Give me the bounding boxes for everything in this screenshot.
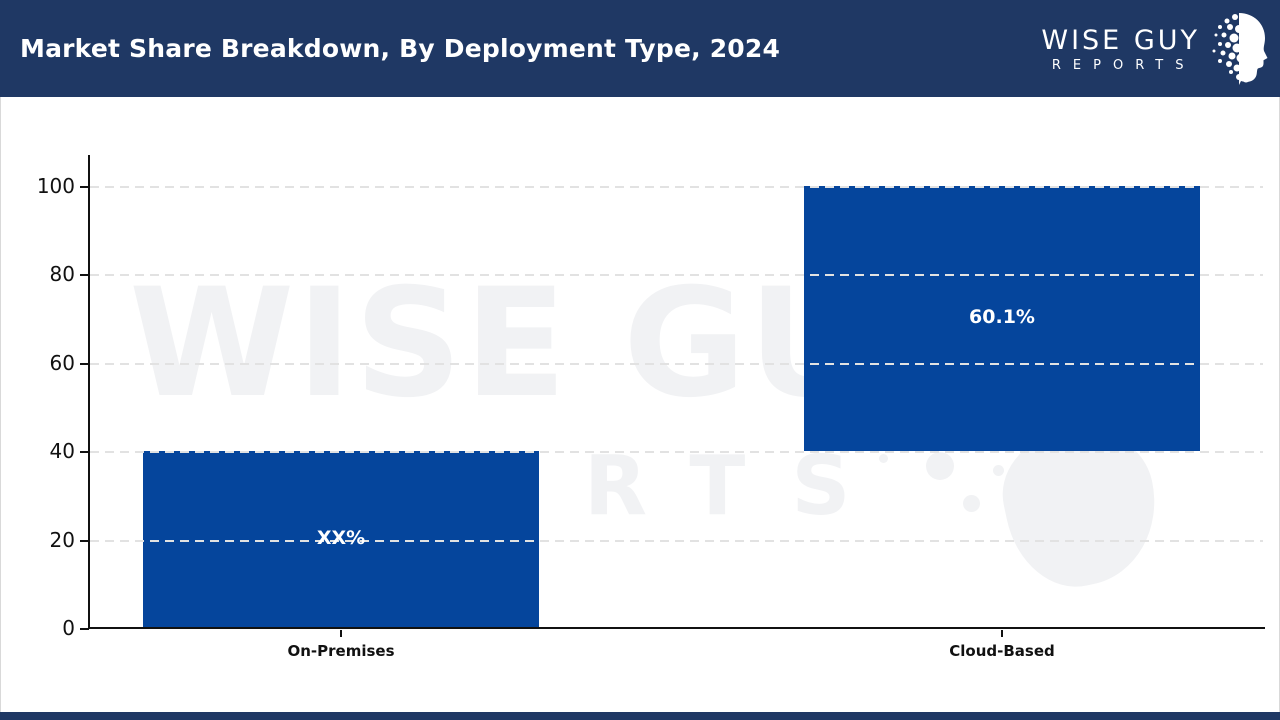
- gridline-80: [90, 274, 1263, 276]
- wise-guy-reports-logo: WISE GUY REPORTS: [1041, 0, 1270, 97]
- y-tick-label-0: 0: [62, 616, 75, 640]
- y-tick-60: [80, 363, 89, 365]
- bar-on-premises: [143, 451, 539, 628]
- y-tick-label-60: 60: [49, 351, 75, 375]
- y-tick-80: [80, 274, 89, 276]
- page-title: Market Share Breakdown, By Deployment Ty…: [20, 34, 781, 63]
- y-tick-label-20: 20: [49, 528, 75, 552]
- logo-wordmark: WISE GUY: [1041, 24, 1200, 56]
- logo-text: WISE GUY REPORTS: [1041, 25, 1200, 73]
- x-tick-1: [340, 630, 342, 637]
- logo-subtitle: REPORTS: [1051, 57, 1196, 73]
- y-axis-line: [88, 155, 90, 629]
- watermark-dot: [993, 465, 1004, 476]
- x-category-label: On-Premises: [287, 642, 395, 660]
- bar-chart: WISE GUY REPORTS 020406080100XX%On-Premi…: [0, 97, 1280, 712]
- x-tick-2: [1001, 630, 1003, 637]
- x-axis-line: [88, 627, 1265, 629]
- bar-value-label: XX%: [316, 526, 366, 549]
- y-tick-40: [80, 451, 89, 453]
- y-tick-0: [80, 628, 89, 630]
- y-tick-label-40: 40: [49, 439, 75, 463]
- watermark-dot: [879, 454, 888, 463]
- header-bar: Market Share Breakdown, By Deployment Ty…: [0, 0, 1280, 97]
- logo-face-icon: [1212, 12, 1268, 85]
- watermark-dot: [926, 452, 954, 480]
- y-tick-20: [80, 540, 89, 542]
- gridline-40: [90, 451, 1263, 453]
- watermark-dot: [963, 495, 980, 512]
- gridline-100: [90, 186, 1263, 188]
- gridline-20: [90, 540, 1263, 542]
- gridline-60: [90, 363, 1263, 365]
- y-tick-label-100: 100: [36, 174, 75, 198]
- footer-bar: [0, 712, 1280, 720]
- y-tick-label-80: 80: [49, 262, 75, 286]
- bar-cloud-based: [804, 186, 1200, 451]
- x-category-label: Cloud-Based: [949, 642, 1055, 660]
- bar-value-label: 60.1%: [969, 305, 1035, 328]
- y-tick-100: [80, 186, 89, 188]
